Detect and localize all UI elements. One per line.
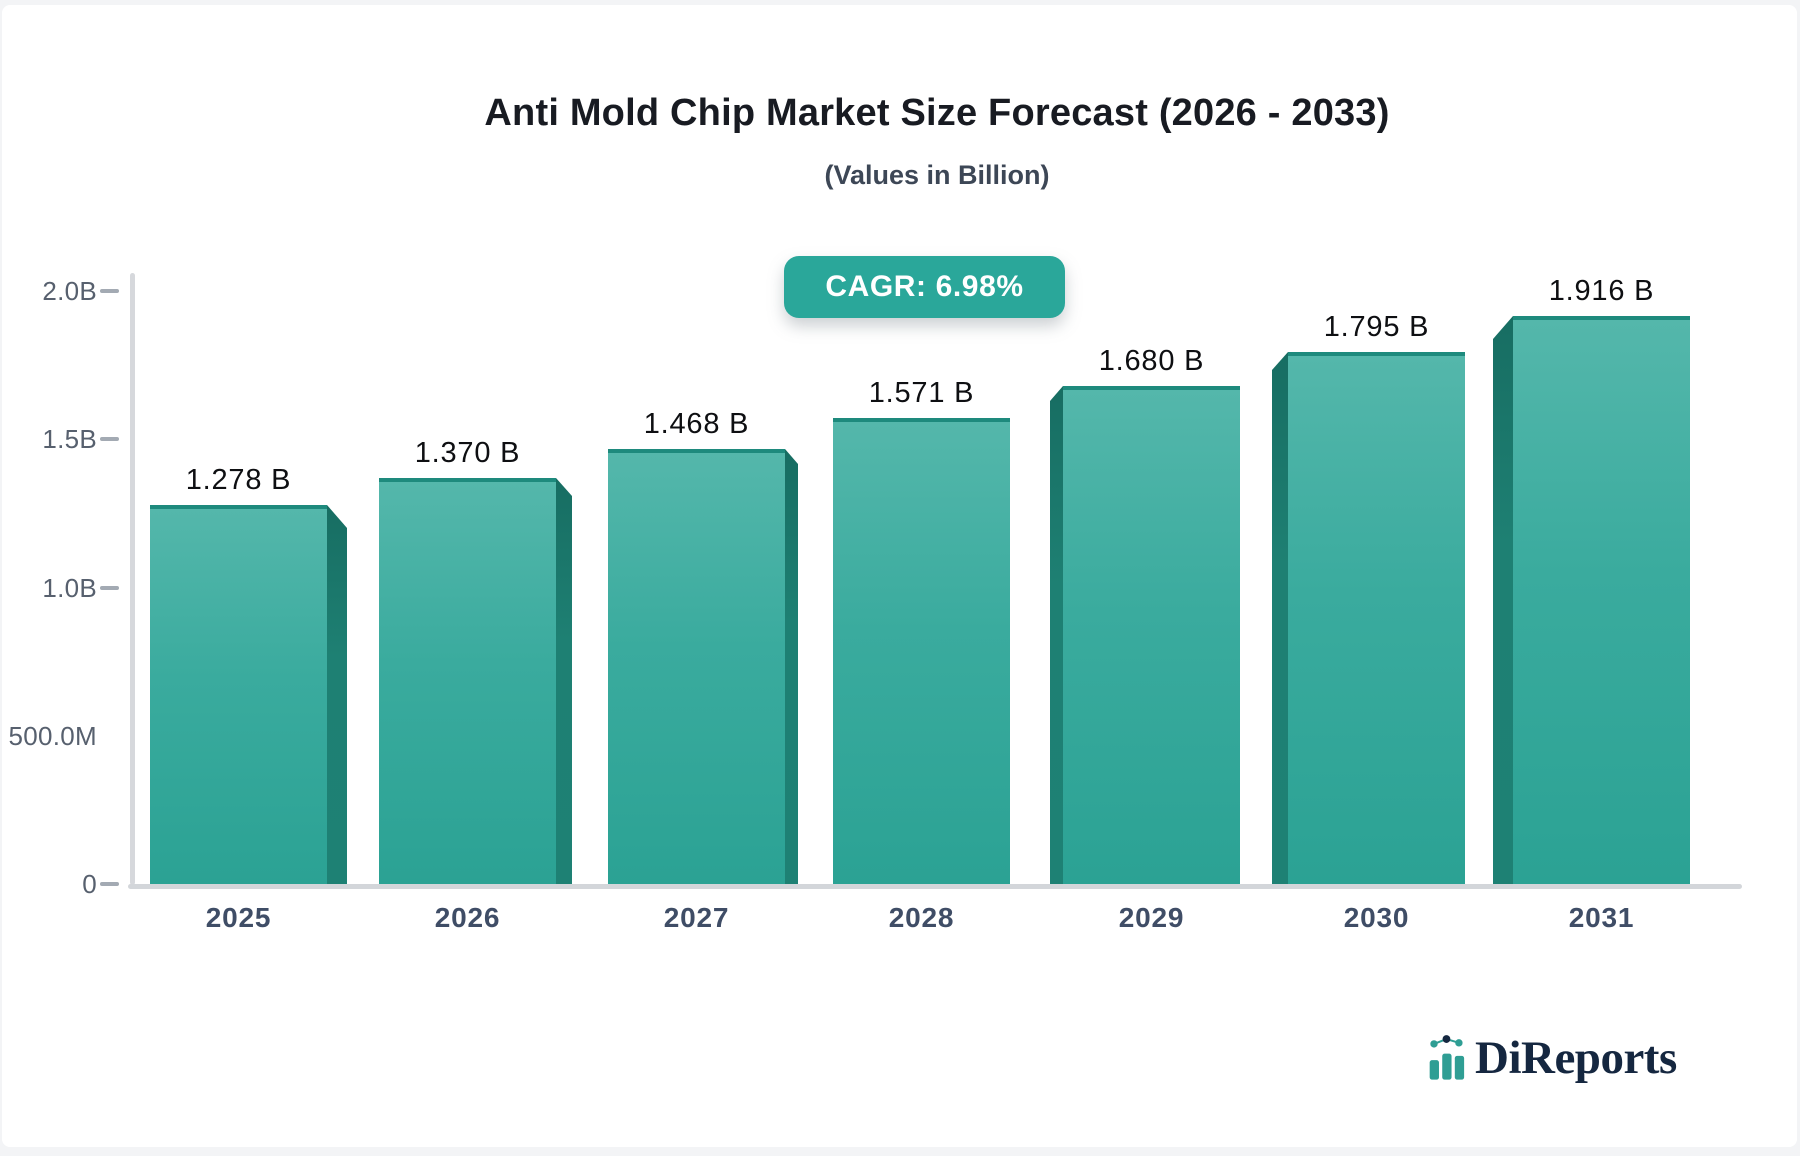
bar-face (608, 449, 785, 884)
x-tick-label: 2025 (205, 902, 272, 933)
bar (833, 418, 1010, 884)
bar-face (1063, 386, 1240, 884)
y-tick-mark (100, 289, 119, 293)
bar-side-3d (556, 478, 572, 884)
x-tick-label: 2030 (1343, 902, 1410, 933)
mini-bar-chart-icon (1429, 1035, 1465, 1080)
bar (1050, 386, 1240, 884)
brand-logo-text: DiReports (1475, 1032, 1677, 1084)
y-tick-mark (100, 882, 119, 886)
bar-face (833, 418, 1010, 884)
bar (379, 478, 572, 884)
chart-subtitle: (Values in Billion) (824, 160, 1050, 190)
bar (608, 449, 798, 884)
y-tick-label: 1.0B (42, 572, 97, 603)
bar-side-3d (1050, 386, 1063, 884)
x-tick-label: 2026 (434, 902, 501, 933)
x-tick-label: 2027 (663, 902, 730, 933)
y-tick-label: 500.0M (8, 720, 97, 751)
brand-logo: DiReports (1428, 1032, 1677, 1088)
bar-value-label: 1.680 B (1098, 345, 1205, 377)
bar (1493, 316, 1690, 884)
bar-side-3d (785, 449, 798, 884)
x-tick-label: 2029 (1118, 902, 1185, 933)
bar (150, 505, 347, 884)
bar-side-3d (1272, 352, 1288, 884)
bar-face (150, 505, 327, 884)
chart-title: Anti Mold Chip Market Size Forecast (202… (484, 92, 1390, 134)
bar-face (1288, 352, 1465, 884)
bar-value-label: 1.278 B (185, 464, 292, 496)
cagr-badge-label: CAGR: 6.98% (825, 270, 1024, 303)
y-tick-mark (100, 437, 119, 442)
y-tick-mark (100, 585, 119, 590)
bar-value-label: 1.571 B (868, 377, 975, 409)
y-tick-label: 2.0B (42, 276, 97, 306)
y-axis-line (130, 273, 135, 885)
x-tick-label: 2031 (1568, 902, 1635, 933)
bar-face (1513, 316, 1690, 884)
bar-value-label: 1.370 B (414, 437, 521, 469)
bar-value-label: 1.916 B (1548, 275, 1655, 307)
bar-face (379, 478, 556, 884)
bar-value-label: 1.468 B (643, 408, 750, 440)
bar-side-3d (1493, 316, 1513, 884)
cagr-badge: CAGR: 6.98% (784, 256, 1065, 318)
y-tick-label: 0 (82, 869, 97, 899)
bar (1272, 352, 1465, 884)
y-tick-label: 1.5B (42, 424, 97, 455)
bar-value-label: 1.795 B (1323, 311, 1430, 343)
x-tick-label: 2028 (888, 902, 955, 933)
x-axis-baseline (128, 884, 1742, 889)
bar-side-3d (327, 505, 347, 884)
